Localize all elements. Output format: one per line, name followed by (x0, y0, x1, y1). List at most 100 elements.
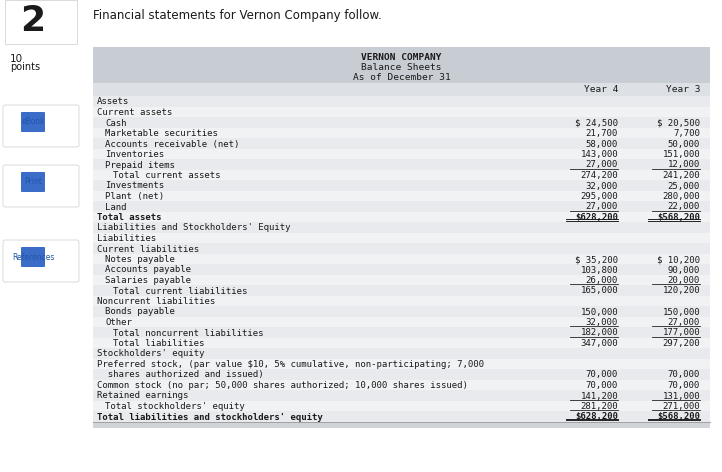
Bar (93, 96, 710, 107)
Text: Prepaid items: Prepaid items (105, 160, 175, 169)
Bar (93, 379, 710, 390)
FancyBboxPatch shape (3, 105, 79, 147)
Text: 241,200: 241,200 (662, 171, 700, 180)
Text: 281,200: 281,200 (580, 402, 618, 411)
Bar (93, 337, 710, 348)
Bar (93, 149, 710, 159)
Bar (93, 369, 710, 379)
Text: 58,000: 58,000 (586, 140, 618, 149)
Bar (93, 348, 710, 359)
Text: shares authorized and issued): shares authorized and issued) (97, 371, 264, 379)
Bar (93, 306, 710, 317)
Text: 20,000: 20,000 (668, 276, 700, 285)
Text: 70,000: 70,000 (586, 381, 618, 390)
Text: 151,000: 151,000 (662, 150, 700, 159)
Text: 182,000: 182,000 (580, 329, 618, 337)
Text: 22,000: 22,000 (668, 202, 700, 211)
FancyBboxPatch shape (21, 112, 45, 132)
Text: points: points (10, 62, 40, 72)
Text: 27,000: 27,000 (586, 202, 618, 211)
Text: VERNON COMPANY: VERNON COMPANY (361, 53, 442, 62)
FancyBboxPatch shape (3, 165, 79, 207)
Text: Accounts receivable (net): Accounts receivable (net) (105, 140, 240, 149)
Text: eBook: eBook (21, 118, 45, 126)
Text: 27,000: 27,000 (668, 318, 700, 327)
Bar (93, 295, 710, 306)
Text: Preferred stock, (par value $10, 5% cumulative, non-participating; 7,000: Preferred stock, (par value $10, 5% cumu… (97, 360, 484, 369)
Bar (93, 169, 710, 180)
Text: 143,000: 143,000 (580, 150, 618, 159)
Text: 150,000: 150,000 (580, 307, 618, 317)
Text: 70,000: 70,000 (668, 371, 700, 379)
Bar (93, 243, 710, 253)
Text: As of December 31: As of December 31 (352, 73, 451, 82)
Bar (93, 359, 710, 369)
Text: Total assets: Total assets (97, 213, 162, 222)
Text: $ 20,500: $ 20,500 (657, 118, 700, 127)
Text: 274,200: 274,200 (580, 171, 618, 180)
Text: 2: 2 (20, 4, 45, 38)
Text: Liabilities and Stockholders' Equity: Liabilities and Stockholders' Equity (97, 224, 290, 233)
Text: $ 24,500: $ 24,500 (575, 118, 618, 127)
Text: Total stockholders' equity: Total stockholders' equity (105, 402, 245, 411)
Bar (93, 253, 710, 264)
Text: Total liabilities and stockholders' equity: Total liabilities and stockholders' equi… (97, 413, 323, 421)
FancyBboxPatch shape (3, 240, 79, 282)
Text: Assets: Assets (97, 98, 129, 107)
Text: $628,200: $628,200 (575, 413, 618, 421)
Bar (93, 233, 710, 243)
Text: Total current liabilities: Total current liabilities (113, 287, 248, 295)
Text: 297,200: 297,200 (662, 339, 700, 348)
Bar (93, 127, 710, 138)
Bar (93, 201, 710, 211)
Text: Plant (net): Plant (net) (105, 192, 164, 201)
Text: 103,800: 103,800 (580, 265, 618, 275)
Text: Other: Other (105, 318, 132, 327)
Bar (93, 401, 710, 411)
Text: 165,000: 165,000 (580, 287, 618, 295)
Text: Current assets: Current assets (97, 108, 173, 117)
Bar (93, 275, 710, 285)
Text: 70,000: 70,000 (668, 381, 700, 390)
Text: 7,700: 7,700 (673, 129, 700, 138)
Text: 70,000: 70,000 (586, 371, 618, 379)
Bar (93, 211, 710, 222)
Text: Print: Print (24, 177, 42, 186)
Bar (93, 390, 710, 401)
Text: $568,200: $568,200 (657, 413, 700, 421)
Text: 32,000: 32,000 (586, 318, 618, 327)
Text: 26,000: 26,000 (586, 276, 618, 285)
Text: Inventories: Inventories (105, 150, 164, 159)
Bar (93, 138, 710, 149)
Bar (93, 191, 710, 201)
Bar (93, 285, 710, 295)
Text: Retained earnings: Retained earnings (97, 391, 188, 401)
Text: $ 35,200: $ 35,200 (575, 255, 618, 264)
Text: Year 3: Year 3 (666, 85, 700, 94)
Bar (93, 222, 710, 233)
Text: $568,200: $568,200 (657, 213, 700, 222)
Text: Land: Land (105, 202, 126, 211)
Text: Accounts payable: Accounts payable (105, 265, 191, 275)
Text: Current liabilities: Current liabilities (97, 244, 199, 253)
Text: Financial statements for Vernon Company follow.: Financial statements for Vernon Company … (93, 9, 382, 22)
Text: Notes payable: Notes payable (105, 255, 175, 264)
Bar (93, 264, 710, 275)
Bar (93, 47, 710, 83)
Text: Investments: Investments (105, 182, 164, 191)
FancyBboxPatch shape (21, 172, 45, 192)
Bar (5, 0, 77, 44)
Text: Total noncurrent liabilities: Total noncurrent liabilities (113, 329, 264, 337)
Text: 12,000: 12,000 (668, 160, 700, 169)
Text: Balance Sheets: Balance Sheets (361, 63, 442, 72)
Text: References: References (12, 253, 54, 261)
Bar (93, 83, 710, 96)
Text: Cash: Cash (105, 118, 126, 127)
Text: 21,700: 21,700 (586, 129, 618, 138)
Bar (93, 327, 710, 337)
Text: 10: 10 (10, 54, 23, 64)
Text: Year 4: Year 4 (583, 85, 618, 94)
Bar (93, 180, 710, 191)
Bar (93, 421, 710, 428)
Text: 27,000: 27,000 (586, 160, 618, 169)
